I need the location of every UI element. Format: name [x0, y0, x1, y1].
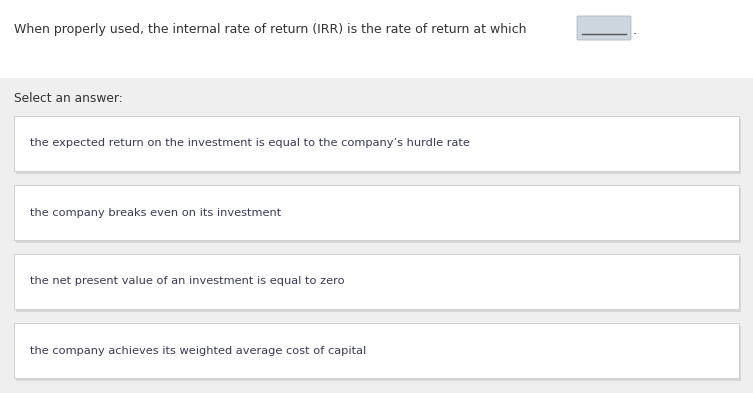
Text: the expected return on the investment is equal to the company’s hurdle rate: the expected return on the investment is… [30, 138, 470, 149]
Bar [16, 119, 741, 174]
Bar [0, 0, 753, 78]
Bar [14, 185, 739, 240]
Text: Select an answer:: Select an answer: [14, 92, 123, 105]
Bar [14, 254, 739, 309]
Bar [14, 116, 739, 171]
FancyBboxPatch shape [577, 16, 631, 40]
Text: .: . [633, 24, 637, 37]
Text: When properly used, the internal rate of return (IRR) is the rate of return at w: When properly used, the internal rate of… [14, 24, 526, 37]
Bar [16, 188, 741, 243]
Text: the company achieves its weighted average cost of capital: the company achieves its weighted averag… [30, 345, 366, 356]
Bar [0, 78, 753, 393]
Text: the company breaks even on its investment: the company breaks even on its investmen… [30, 208, 282, 217]
Bar [16, 257, 741, 312]
Text: the net present value of an investment is equal to zero: the net present value of an investment i… [30, 277, 345, 286]
Bar [14, 323, 739, 378]
Bar [16, 326, 741, 381]
